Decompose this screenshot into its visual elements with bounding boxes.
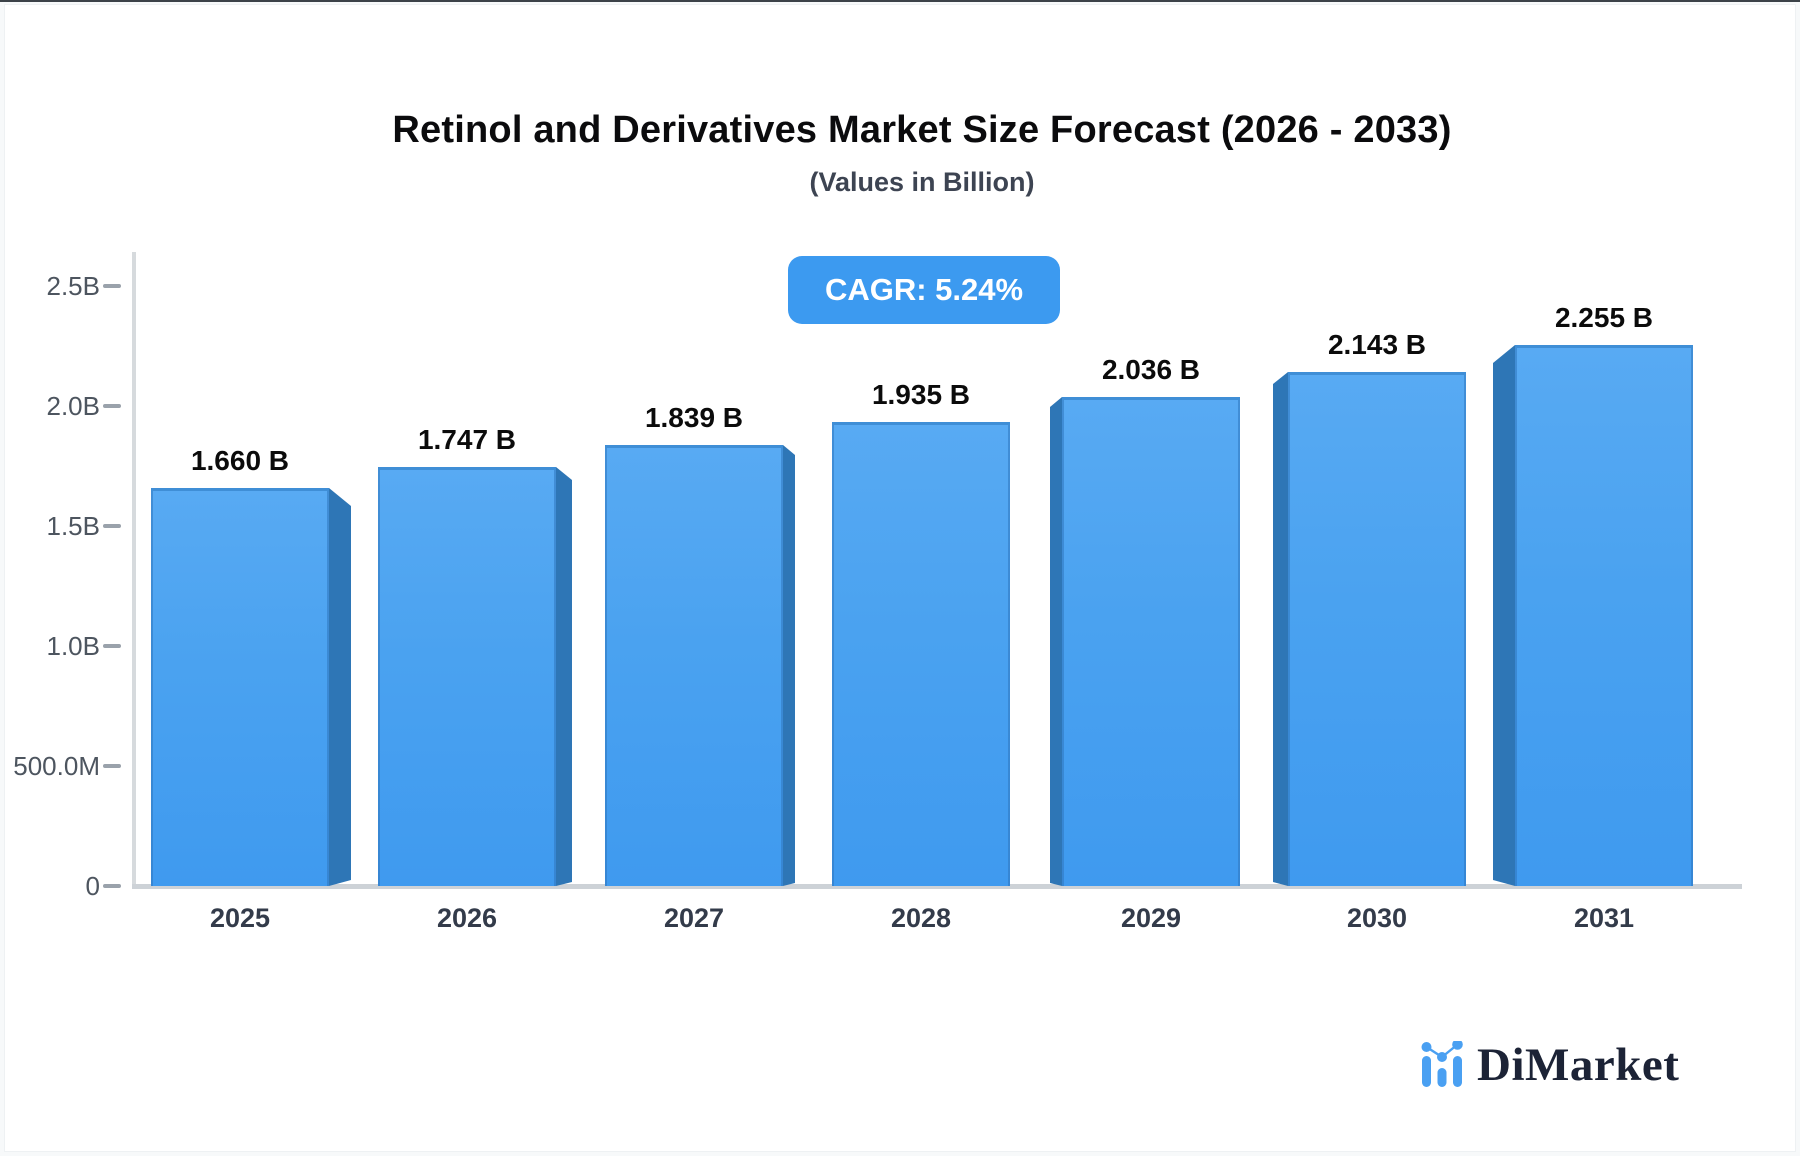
chart-subtitle: (Values in Billion) (809, 167, 1035, 197)
bar-value-label-2027: 1.839 B (644, 402, 744, 433)
y-axis-tick-mark (103, 764, 121, 768)
y-axis-tick-mark (103, 284, 121, 288)
top-border-line (0, 0, 1800, 2)
bar-side-face-2031 (1493, 345, 1515, 886)
bar-value-label-2028: 1.935 B (871, 379, 971, 410)
y-axis-tick-label: 2.5B (46, 271, 101, 301)
bar-side-face-2026 (556, 467, 572, 886)
y-axis-tick-label: 0 (85, 871, 100, 901)
bar-value-label-2026: 1.747 B (417, 424, 517, 455)
x-axis-label-2029: 2029 (1120, 903, 1182, 933)
y-axis-tick-mark (103, 644, 121, 648)
chart-title: Retinol and Derivatives Market Size Fore… (392, 109, 1452, 151)
y-axis-tick-label: 1.5B (46, 511, 101, 541)
bar-body-2025 (151, 488, 329, 886)
y-axis-tick-mark (103, 404, 121, 408)
brand-logo-text: DiMarket (1477, 1039, 1680, 1091)
y-axis-tick-label: 1.0B (46, 631, 101, 661)
bar-body-2030 (1288, 372, 1466, 886)
bar-value-label-2031: 2.255 B (1554, 302, 1654, 333)
x-axis-label-2028: 2028 (890, 903, 952, 933)
bar-chart-icon (1421, 1041, 1463, 1087)
brand-logo: DiMarket (1420, 1040, 1679, 1090)
bar-side-face-2025 (329, 488, 351, 886)
x-axis-label-2030: 2030 (1346, 903, 1408, 933)
bar-body-2028 (832, 422, 1010, 886)
x-axis-label-2026: 2026 (436, 903, 498, 933)
x-axis-label-2025: 2025 (209, 903, 271, 933)
y-axis-line (132, 252, 136, 889)
y-axis-tick-mark (103, 884, 121, 888)
cagr-badge: CAGR: 5.24% (788, 256, 1060, 324)
bar-body-2031 (1515, 345, 1693, 886)
bar-value-label-2029: 2.036 B (1101, 354, 1201, 385)
x-axis-baseline (132, 884, 1742, 889)
bar-value-label-2030: 2.143 B (1327, 329, 1427, 360)
y-axis-tick-label: 2.0B (46, 391, 101, 421)
bar-value-label-2025: 1.660 B (190, 445, 290, 476)
y-axis-tick-mark (103, 524, 121, 528)
y-axis-tick-label: 500.0M (13, 751, 100, 781)
bar-side-face-2029 (1050, 397, 1062, 886)
bar-body-2029 (1062, 397, 1240, 886)
bar-body-2026 (378, 467, 556, 886)
x-axis-label-2031: 2031 (1573, 903, 1635, 933)
bar-body-2027 (605, 445, 783, 886)
bar-side-face-2027 (783, 445, 795, 886)
x-axis-label-2027: 2027 (663, 903, 725, 933)
bar-side-face-2030 (1273, 372, 1288, 886)
